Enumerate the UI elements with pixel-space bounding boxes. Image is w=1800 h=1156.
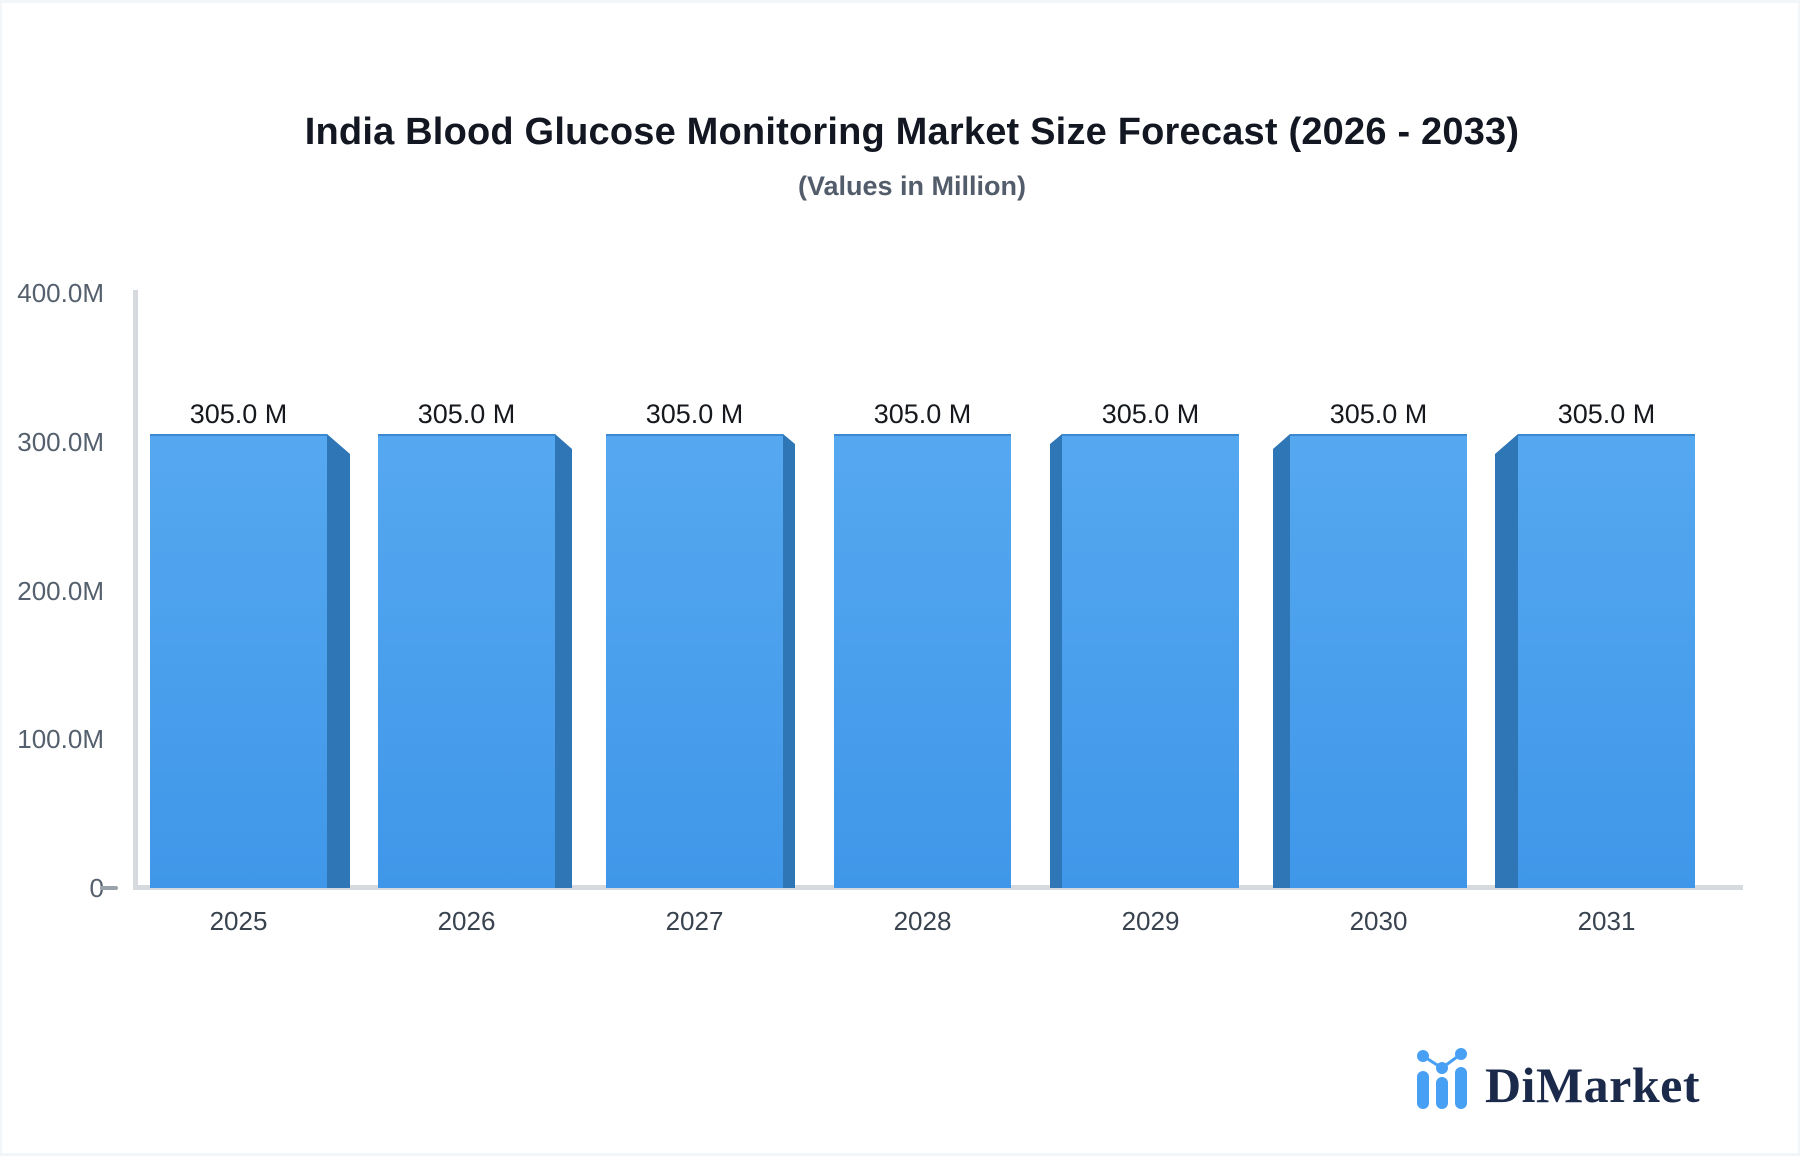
bar-value-label: 305.0 M [1101, 399, 1200, 429]
bar [378, 434, 555, 888]
bar [606, 434, 783, 888]
y-axis-tick-label: 400.0M [17, 278, 104, 308]
bar-3d-side [1050, 434, 1062, 888]
bar-value-label: 305.0 M [189, 399, 288, 429]
x-axis-category-label: 2031 [1577, 906, 1636, 936]
y-axis-line [133, 290, 138, 890]
x-axis-category-label: 2029 [1121, 906, 1180, 936]
bar [1062, 434, 1239, 888]
y-axis-tick-mark [100, 886, 118, 890]
bar-value-label: 305.0 M [1329, 399, 1428, 429]
chart-card: India Blood Glucose Monitoring Market Si… [2, 3, 1798, 1153]
x-axis-category-label: 2025 [209, 906, 268, 936]
chart-title: India Blood Glucose Monitoring Market Si… [304, 111, 1520, 153]
bar-value-label: 305.0 M [645, 399, 744, 429]
bar [1518, 434, 1695, 888]
y-axis-tick-label: 100.0M [17, 724, 104, 755]
bar-3d-side [555, 434, 572, 888]
y-axis-tick-label: 0 [89, 873, 104, 903]
mini-bar-line-chart-icon [1416, 1048, 1467, 1109]
x-axis-category-label: 2030 [1349, 906, 1408, 936]
y-axis-tick-label: 200.0M [17, 575, 104, 606]
plot-area: 400.0M 300.0M 200.0M 100.0M 0 305.0 M 2025 305.… [2, 3, 1798, 1153]
bar-3d-side [327, 434, 350, 888]
x-axis-category-label: 2026 [437, 906, 496, 936]
bar [834, 434, 1011, 888]
bar-3d-side [1495, 434, 1518, 888]
bar-value-label: 305.0 M [1557, 399, 1656, 429]
bar [150, 434, 327, 888]
brand-name: DiMarket [1484, 1057, 1700, 1113]
bar-3d-side [1273, 434, 1290, 888]
x-axis-category-label: 2027 [665, 906, 724, 936]
y-axis-tick-label: 300.0M [17, 426, 104, 457]
bar [1290, 434, 1467, 888]
brand-watermark: DiMarket [1415, 1047, 1700, 1113]
bar-value-label: 305.0 M [873, 399, 972, 429]
x-axis-category-label: 2028 [893, 906, 952, 936]
chart-subtitle: (Values in Million) [797, 171, 1027, 201]
bar-value-label: 305.0 M [417, 399, 516, 429]
bar-3d-side [783, 434, 795, 888]
